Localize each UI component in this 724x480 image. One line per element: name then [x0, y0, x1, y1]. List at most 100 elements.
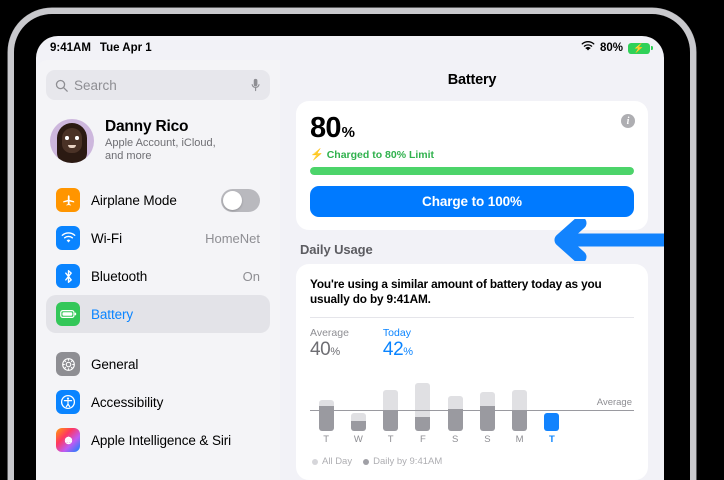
- airplane-icon: [56, 188, 80, 212]
- divider: [310, 317, 634, 318]
- airplane-mode-toggle[interactable]: [221, 188, 260, 212]
- usage-stats: Average 40% Today 42%: [310, 327, 634, 363]
- chart-segment-all-day: [447, 396, 463, 409]
- average-line: [310, 409, 634, 411]
- sidebar-item-general[interactable]: General: [46, 345, 270, 383]
- chart-segment-all-day: [383, 389, 399, 411]
- chart-x-tick: S: [484, 434, 491, 445]
- stat-today: Today 42%: [383, 327, 413, 363]
- device-screen: 9:41AM Tue Apr 1 80%: [36, 36, 664, 480]
- charge-status-text: Charged to 80% Limit: [326, 149, 435, 161]
- status-bar: 9:41AM Tue Apr 1 80%: [36, 36, 664, 60]
- detail-pane: Battery i 80 % ⚡ Charged to 80% Limit: [280, 60, 664, 480]
- stat-value: 42%: [382, 339, 413, 360]
- page-title: Battery: [447, 72, 497, 88]
- chart-bar: [447, 396, 463, 431]
- sidebar-group-system: General Accessibil: [46, 345, 270, 459]
- chart-segment-all-day: [415, 382, 431, 417]
- legend-label: Daily by 9:41AM: [373, 456, 443, 467]
- chart-bar-column: [310, 375, 342, 431]
- status-date: Tue Apr 1: [99, 42, 152, 54]
- average-line-label: Average: [596, 396, 632, 408]
- stat-value: 40%: [310, 339, 340, 360]
- stat-label: Average: [310, 327, 349, 339]
- sidebar-group-connectivity: Airplane Mode: [46, 181, 270, 333]
- chart-bar-column: [342, 375, 374, 431]
- device-bezel: 9:41AM Tue Apr 1 80%: [14, 14, 690, 480]
- chart-x-tick: M: [515, 434, 524, 445]
- chart-bar-column: [375, 375, 407, 431]
- battery-status-card: i 80 % ⚡ Charged to 80% Limit: [296, 101, 648, 230]
- bolt-glyph: ⚡: [633, 42, 645, 53]
- bluetooth-icon: [56, 264, 80, 288]
- siri-icon: [56, 428, 80, 452]
- sidebar-item-bluetooth[interactable]: Bluetooth On: [46, 257, 270, 295]
- settings-sidebar: Search: [36, 60, 280, 480]
- info-icon[interactable]: i: [621, 114, 635, 128]
- chart-x-tick: T: [323, 434, 330, 445]
- sidebar-item-value: On: [242, 268, 260, 284]
- chart-segment-all-day: [318, 400, 334, 406]
- chart-bar-column: [407, 375, 439, 431]
- battery-percent-number: 80: [310, 112, 341, 144]
- battery-level-bar: [310, 167, 634, 175]
- charge-status-row: ⚡ Charged to 80% Limit: [310, 149, 634, 161]
- account-subtitle: Apple Account, iCloud, and more: [105, 137, 216, 162]
- sidebar-item-label: Battery: [91, 306, 134, 322]
- chart-legend: All Day Daily by 9:41AM: [310, 456, 634, 467]
- sidebar-item-wifi[interactable]: Wi-Fi HomeNet: [46, 219, 270, 257]
- account-name: Danny Rico: [105, 118, 189, 135]
- chart-x-tick: T: [387, 434, 394, 445]
- chart-bars: [310, 375, 568, 431]
- legend-swatch: [363, 458, 370, 465]
- legend-swatch: [312, 458, 318, 465]
- chart-segment-all-day: [479, 391, 495, 406]
- chart-x-tick: S: [451, 434, 459, 445]
- legend-item: All Day: [312, 456, 352, 467]
- chart-bar: [415, 382, 431, 431]
- toggle-knob: [223, 190, 242, 210]
- battery-level-fill: [310, 167, 634, 175]
- sidebar-item-label: Accessibility: [91, 394, 164, 410]
- chart-segment-all-day: [350, 412, 366, 422]
- sidebar-item-label: Wi-Fi: [91, 230, 122, 246]
- search-input[interactable]: Search: [46, 70, 270, 100]
- chart-bar: [383, 389, 399, 431]
- chart-segment-daily: [383, 410, 399, 431]
- gear-icon: [56, 352, 80, 376]
- chart-segment-all-day: [512, 389, 528, 410]
- microphone-icon[interactable]: [250, 78, 261, 92]
- stat-label: Today: [382, 327, 411, 339]
- chart-segment-daily: [447, 408, 463, 431]
- account-row[interactable]: Danny Rico Apple Account, iCloud, and mo…: [46, 114, 270, 167]
- chart-segment-daily: [479, 405, 495, 431]
- chart-bar: [512, 389, 528, 431]
- daily-usage-chart: Average T W T F S S M T: [310, 375, 634, 447]
- chart-x-tick: W: [353, 434, 363, 445]
- battery-percent-row: 80 %: [310, 114, 634, 143]
- bolt-icon: ⚡: [310, 148, 324, 161]
- chart-bar: [479, 391, 495, 431]
- split-view: Search: [36, 60, 664, 480]
- chart-segment-daily: [350, 421, 366, 431]
- battery-charging-icon: ⚡: [628, 42, 653, 54]
- status-battery-percent: 80%: [599, 42, 623, 54]
- chart-segment-today: [544, 412, 560, 431]
- legend-label: All Day: [322, 456, 353, 467]
- sidebar-item-accessibility[interactable]: Accessibility: [46, 383, 270, 421]
- status-time: 9:41AM: [50, 42, 91, 54]
- chart-plot-area: Average: [310, 375, 634, 431]
- sidebar-item-airplane-mode[interactable]: Airplane Mode: [46, 181, 270, 219]
- chart-x-tick: F: [419, 434, 426, 445]
- device-frame: 9:41AM Tue Apr 1 80%: [8, 8, 696, 480]
- sidebar-item-apple-intelligence-siri[interactable]: Apple Intelligence & Siri: [46, 421, 270, 459]
- battery-percent-symbol: %: [341, 124, 356, 141]
- sidebar-item-label: Bluetooth: [91, 268, 148, 284]
- sidebar-item-battery[interactable]: Battery: [46, 295, 270, 333]
- daily-usage-header: Daily Usage: [300, 242, 373, 257]
- chart-bar-column: [504, 375, 536, 431]
- charge-to-100-button[interactable]: Charge to 100%: [310, 186, 634, 217]
- chart-bar: [350, 412, 366, 431]
- chart-bar-today: [544, 412, 560, 431]
